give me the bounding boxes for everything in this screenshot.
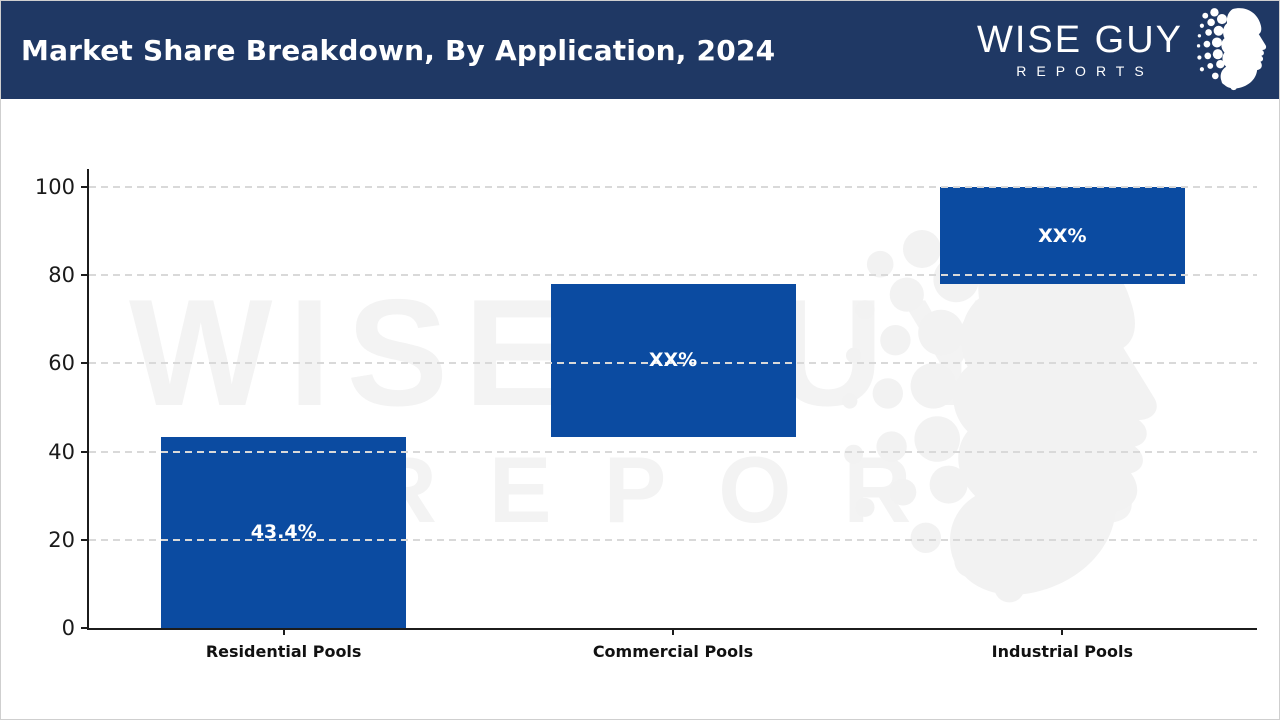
- y-tick-mark-80: [81, 274, 89, 277]
- bar-value-label: XX%: [648, 349, 698, 372]
- bar-value-label: 43.4%: [250, 521, 317, 544]
- page-title: Market Share Breakdown, By Application, …: [21, 33, 776, 67]
- y-tick-label-40: 40: [48, 439, 75, 464]
- y-tick-label-0: 0: [61, 616, 75, 640]
- gridline-100: [89, 186, 1257, 188]
- y-tick-mark-20: [81, 538, 89, 541]
- y-tick-label-60: 60: [48, 351, 75, 376]
- x-tick-label-2: Industrial Pools: [991, 642, 1133, 661]
- gridline-40: [89, 450, 1257, 453]
- y-tick-label-20: 20: [48, 527, 75, 552]
- y-tick-mark-60: [81, 362, 89, 365]
- gridline-80: [89, 274, 1257, 277]
- logo-subtitle: REPORTS: [1016, 63, 1154, 79]
- gridline-20: [89, 538, 1257, 541]
- x-tick-label-0: Residential Pools: [205, 642, 362, 661]
- chart-area: WISE GUY REPORTS 43.4% XX% XX% 0 20 40 60 80 10…: [1, 99, 1279, 719]
- x-tick-mark-1: [672, 628, 674, 635]
- y-tick-mark-0: [81, 627, 89, 629]
- logo-text: WISE GUY REPORTS: [977, 21, 1183, 79]
- x-axis: [87, 628, 1257, 630]
- wise-guy-reports-logo: WISE GUY REPORTS: [977, 4, 1269, 96]
- x-tick-label-1: Commercial Pools: [592, 642, 754, 661]
- plot-area: 43.4% XX% XX%: [89, 186, 1257, 628]
- y-tick-mark-40: [81, 450, 89, 453]
- gridline-60: [89, 362, 1257, 365]
- x-tick-mark-0: [282, 628, 285, 635]
- y-tick-label-80: 80: [48, 263, 75, 288]
- y-tick-mark-100: [81, 186, 89, 188]
- y-axis: [87, 169, 89, 628]
- x-tick-mark-2: [1061, 628, 1064, 635]
- y-tick-label-100: 100: [34, 175, 75, 199]
- logo-face-icon: [1185, 4, 1269, 96]
- header-bar: Market Share Breakdown, By Application, …: [1, 1, 1279, 99]
- bar-residential-pools: [161, 437, 406, 628]
- bar-value-label: XX%: [1038, 224, 1087, 247]
- bar-commercial-pools: [551, 284, 796, 437]
- logo-wordmark: WISE GUY: [976, 19, 1183, 61]
